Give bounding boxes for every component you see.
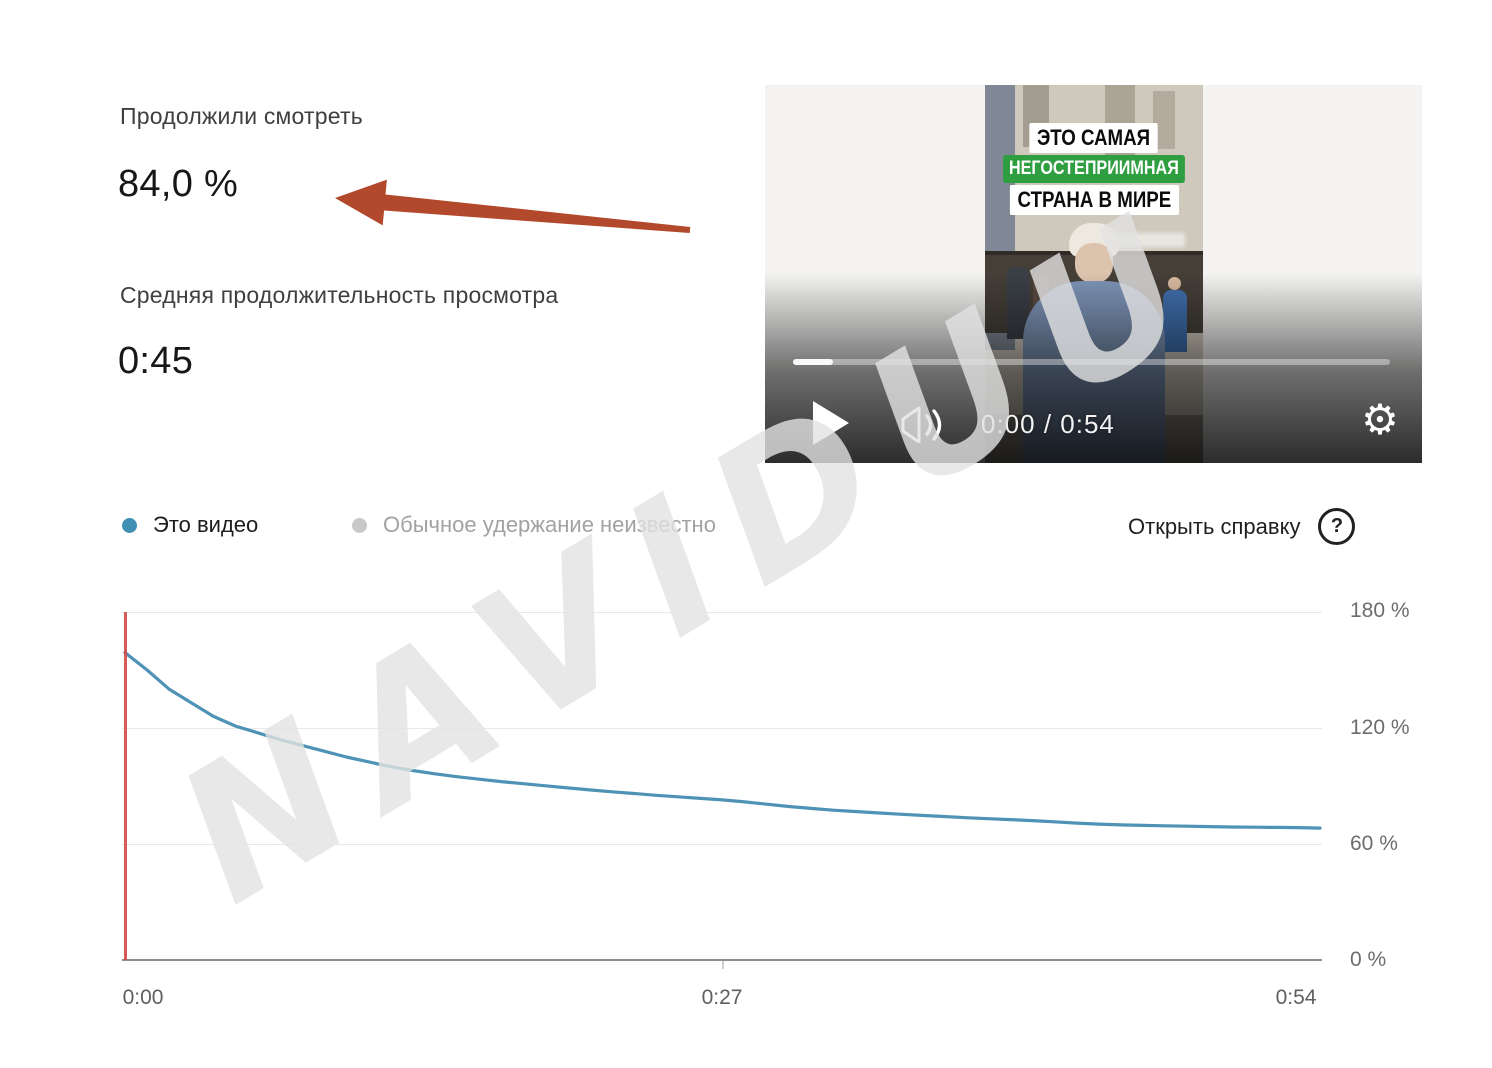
x-axis-line xyxy=(122,959,1322,961)
x-tick-label: 0:00 xyxy=(122,986,164,1009)
open-help-label: Открыть справку xyxy=(1128,513,1301,539)
avg-view-duration-value: 0:45 xyxy=(118,340,194,382)
legend-dot-blue xyxy=(122,517,137,533)
avg-view-duration-label: Средняя продолжительность просмотра xyxy=(120,282,559,308)
y-tick-label: 120 % xyxy=(1350,716,1410,739)
gridline-60 xyxy=(122,844,1322,845)
y-tick-label: 180 % xyxy=(1350,599,1410,622)
controls-gradient xyxy=(765,273,1422,463)
video-title-overlay: ЭТО САМАЯ НЕГОСТЕПРИИМНАЯ СТРАНА В МИРЕ xyxy=(985,123,1203,215)
title-line-2: НЕГОСТЕПРИИМНАЯ xyxy=(1003,155,1185,183)
x-tick-label: 0:54 xyxy=(1275,986,1317,1009)
question-mark-icon[interactable]: ? xyxy=(1318,508,1356,545)
storefront-sign-blur xyxy=(1113,233,1185,247)
window-shape xyxy=(1153,91,1175,149)
time-display: 0:00 / 0:54 xyxy=(981,409,1115,439)
gridline-180 xyxy=(122,612,1322,613)
continued-watching-value: 84,0 % xyxy=(118,163,239,205)
title-line-1: ЭТО САМАЯ xyxy=(1029,123,1159,153)
retention-plot-area[interactable] xyxy=(122,612,1322,960)
volume-icon[interactable] xyxy=(897,407,947,443)
open-help-link[interactable]: Открыть справку ? xyxy=(1128,508,1356,545)
chart-playhead[interactable] xyxy=(124,612,127,960)
legend-item-this-video[interactable]: Это видео xyxy=(122,512,258,538)
seek-bar-played xyxy=(793,359,833,365)
video-player[interactable]: ЭТО САМАЯ НЕГОСТЕПРИИМНАЯ СТРАНА В МИРЕ … xyxy=(765,85,1422,463)
title-line-3: СТРАНА В МИРЕ xyxy=(1009,185,1179,215)
legend-label: Обычное удержание неизвестно xyxy=(383,512,716,537)
y-tick-label: 0 % xyxy=(1350,948,1387,971)
y-tick-label: 60 % xyxy=(1350,832,1398,855)
legend-label: Это видео xyxy=(153,512,259,537)
x-axis-tick xyxy=(722,961,724,969)
legend-item-typical-retention[interactable]: Обычное удержание неизвестно xyxy=(352,512,716,538)
seek-bar[interactable] xyxy=(793,359,1390,365)
settings-gear-icon[interactable]: ⚙ xyxy=(1361,395,1399,444)
play-icon[interactable] xyxy=(811,401,849,445)
x-tick-label: 0:27 xyxy=(701,986,743,1009)
continued-watching-label: Продолжили смотреть xyxy=(120,103,363,129)
legend-dot-gray xyxy=(352,517,367,533)
